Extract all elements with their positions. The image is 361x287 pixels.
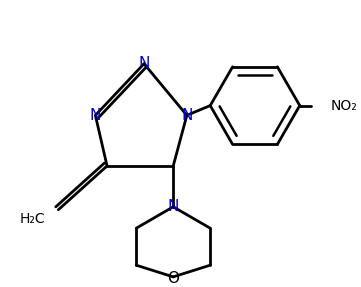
Text: NO₂: NO₂ bbox=[331, 99, 358, 113]
Text: H₂C: H₂C bbox=[19, 212, 45, 226]
Text: N: N bbox=[181, 108, 192, 123]
Text: N: N bbox=[90, 108, 101, 123]
Text: N: N bbox=[138, 56, 150, 71]
Text: N: N bbox=[168, 199, 179, 214]
Text: O: O bbox=[167, 271, 179, 286]
